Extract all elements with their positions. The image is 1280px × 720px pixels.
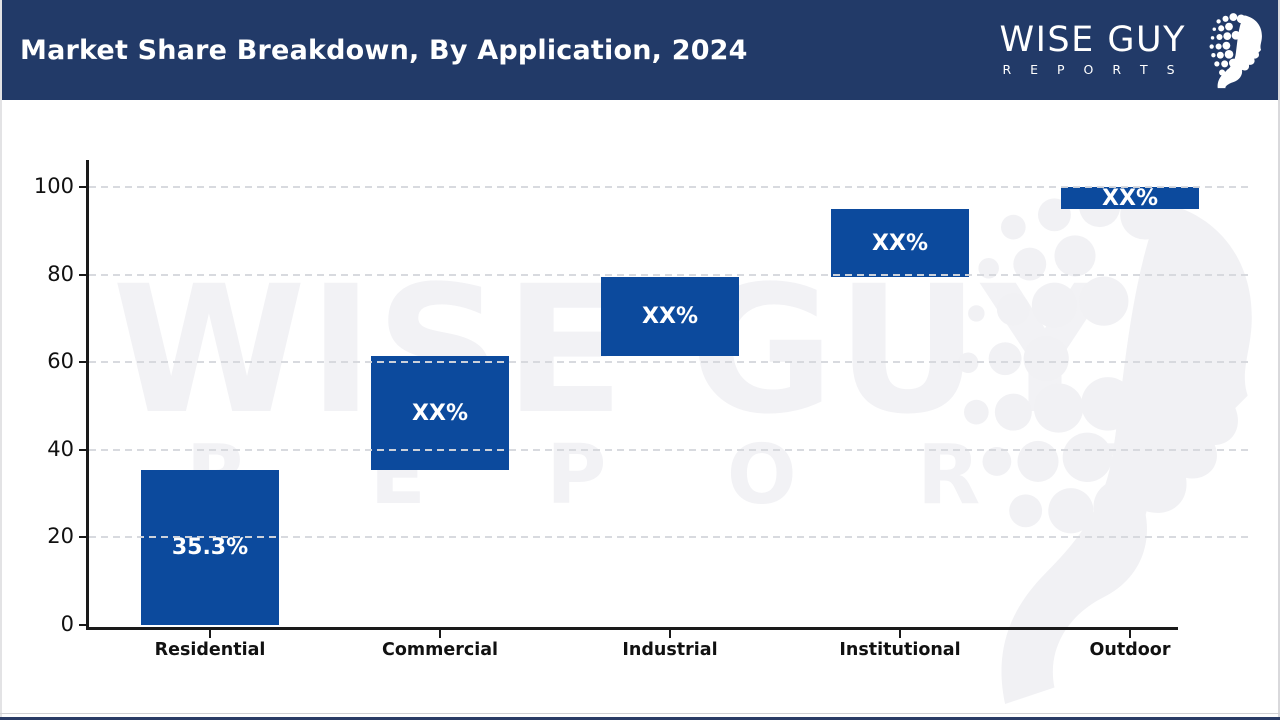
y-tick-mark	[79, 186, 88, 188]
brand-logo: WISE GUY R E P O R T S	[999, 0, 1268, 100]
page-title: Market Share Breakdown, By Application, …	[20, 34, 748, 66]
x-axis-label-outdoor: Outdoor	[1089, 640, 1171, 660]
x-tick-mark	[899, 629, 901, 638]
x-tick-mark	[1129, 629, 1131, 638]
x-tick-mark	[439, 629, 441, 638]
bar-industrial: XX%	[601, 277, 739, 356]
bar-commercial: XX%	[371, 355, 509, 471]
x-tick-mark	[669, 629, 671, 638]
watermark-reports: R E P O R T S	[186, 428, 1280, 523]
y-tick-label: 0	[60, 612, 74, 636]
bar-outdoor: XX%	[1061, 185, 1199, 211]
brand-name: WISE GUY	[999, 20, 1186, 60]
x-axis-label-residential: Residential	[154, 640, 266, 660]
y-tick-label: 60	[47, 349, 74, 374]
y-tick-mark	[79, 361, 88, 364]
y-tick-label: 100	[33, 174, 74, 198]
gridline	[89, 273, 1253, 276]
header: Market Share Breakdown, By Application, …	[0, 0, 1280, 100]
y-tick-label: 80	[47, 261, 74, 286]
bar-value-label: XX%	[872, 230, 928, 256]
x-axis-label-commercial: Commercial	[381, 640, 498, 660]
x-axis-line	[86, 627, 1178, 630]
bar-value-label: XX%	[642, 303, 698, 329]
y-tick-mark	[79, 536, 88, 539]
y-tick-mark	[79, 273, 88, 276]
gridline	[89, 448, 1253, 451]
x-tick-mark	[209, 629, 211, 638]
bar-institutional: XX%	[831, 209, 969, 278]
gridline	[89, 536, 1253, 539]
footer-divider	[0, 713, 1280, 714]
bar-value-label: XX%	[412, 400, 468, 426]
footer-bar	[0, 717, 1280, 720]
y-tick-mark	[79, 448, 88, 451]
bar-residential: 35.3%	[141, 470, 279, 625]
bar-value-label: XX%	[1102, 185, 1158, 211]
gridline	[89, 361, 1253, 364]
brand-subtitle: R E P O R T S	[1002, 62, 1183, 77]
y-tick-mark	[79, 624, 88, 626]
x-axis-label-institutional: Institutional	[839, 640, 961, 660]
bar-value-label: 35.3%	[171, 535, 249, 561]
brand-wordmark: WISE GUY R E P O R T S	[999, 20, 1186, 78]
y-tick-label: 20	[47, 524, 74, 549]
brand-head-icon	[1209, 13, 1262, 89]
y-axis-line	[86, 160, 89, 629]
y-tick-label: 40	[47, 436, 74, 461]
gridline	[89, 186, 1253, 188]
x-axis-label-industrial: Industrial	[622, 640, 718, 660]
